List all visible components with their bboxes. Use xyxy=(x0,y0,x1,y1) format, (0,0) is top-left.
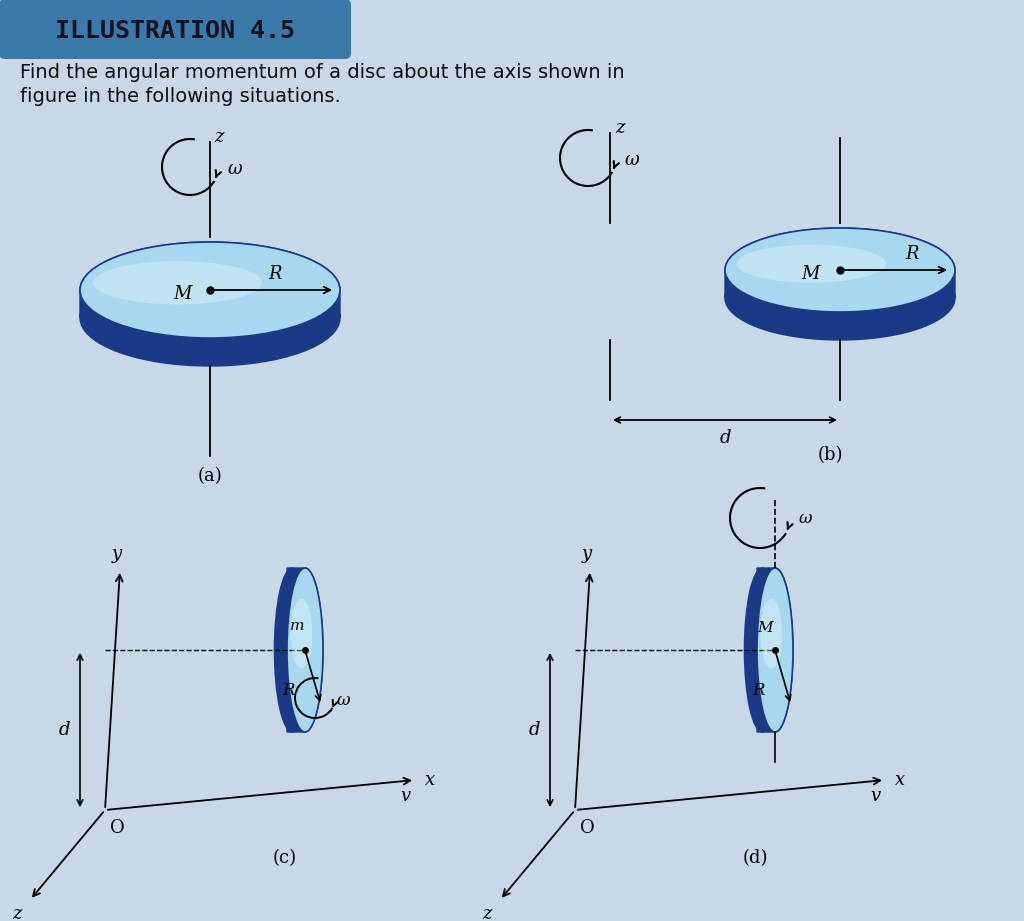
Text: M: M xyxy=(801,265,819,283)
Text: y: y xyxy=(582,545,592,563)
Ellipse shape xyxy=(744,568,780,732)
Text: z: z xyxy=(12,905,22,921)
Polygon shape xyxy=(287,568,323,732)
Polygon shape xyxy=(757,568,793,732)
Text: (d): (d) xyxy=(742,849,768,867)
Text: z: z xyxy=(482,905,492,921)
Text: d: d xyxy=(719,429,731,447)
Ellipse shape xyxy=(725,256,955,340)
Text: O: O xyxy=(110,819,124,837)
Ellipse shape xyxy=(274,568,310,732)
Text: R: R xyxy=(283,682,295,698)
Text: ω: ω xyxy=(336,692,350,708)
Ellipse shape xyxy=(725,228,955,312)
Text: y: y xyxy=(112,545,122,563)
Text: ω: ω xyxy=(227,160,243,178)
Text: figure in the following situations.: figure in the following situations. xyxy=(20,87,341,106)
Ellipse shape xyxy=(757,568,793,732)
Ellipse shape xyxy=(287,568,323,732)
Text: ω: ω xyxy=(799,509,812,527)
Polygon shape xyxy=(80,242,340,318)
Text: ILLUSTRATION 4.5: ILLUSTRATION 4.5 xyxy=(55,19,295,43)
Text: m: m xyxy=(290,619,304,633)
Text: Find the angular momentum of a disc about the axis shown in: Find the angular momentum of a disc abou… xyxy=(20,63,625,81)
Text: R: R xyxy=(905,245,919,263)
Text: x: x xyxy=(895,771,905,789)
Ellipse shape xyxy=(736,245,886,283)
Text: x: x xyxy=(425,771,435,789)
Text: M: M xyxy=(757,621,773,635)
Text: R: R xyxy=(753,682,765,698)
Text: z: z xyxy=(615,119,625,137)
Text: d: d xyxy=(58,721,70,739)
Text: R: R xyxy=(268,265,282,283)
Text: ω: ω xyxy=(625,151,639,169)
Text: v: v xyxy=(870,787,880,805)
Text: M: M xyxy=(173,285,191,303)
Ellipse shape xyxy=(291,599,312,669)
Text: z: z xyxy=(214,128,224,146)
Ellipse shape xyxy=(80,270,340,366)
Ellipse shape xyxy=(761,599,782,669)
Text: d: d xyxy=(528,721,540,739)
Polygon shape xyxy=(725,228,955,298)
FancyBboxPatch shape xyxy=(0,0,351,59)
Ellipse shape xyxy=(80,242,340,338)
Text: (b): (b) xyxy=(817,446,843,464)
Text: (a): (a) xyxy=(198,467,222,485)
Ellipse shape xyxy=(93,262,262,305)
Text: v: v xyxy=(400,787,410,805)
Text: (c): (c) xyxy=(273,849,297,867)
Text: O: O xyxy=(580,819,594,837)
